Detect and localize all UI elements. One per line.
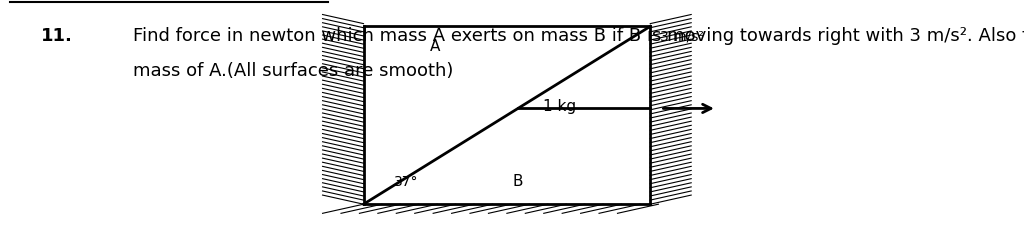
Text: Find force in newton which mass A exerts on mass B if B is moving towards right : Find force in newton which mass A exerts…: [133, 27, 1024, 45]
Text: B: B: [512, 173, 522, 188]
Text: 3 m/s²: 3 m/s²: [660, 30, 705, 43]
Text: A: A: [430, 39, 440, 54]
Text: 11.: 11.: [41, 27, 73, 45]
Text: 37°: 37°: [394, 175, 419, 188]
Text: mass of A.(All surfaces are smooth): mass of A.(All surfaces are smooth): [133, 61, 454, 79]
Text: 1 kg: 1 kg: [543, 99, 575, 114]
